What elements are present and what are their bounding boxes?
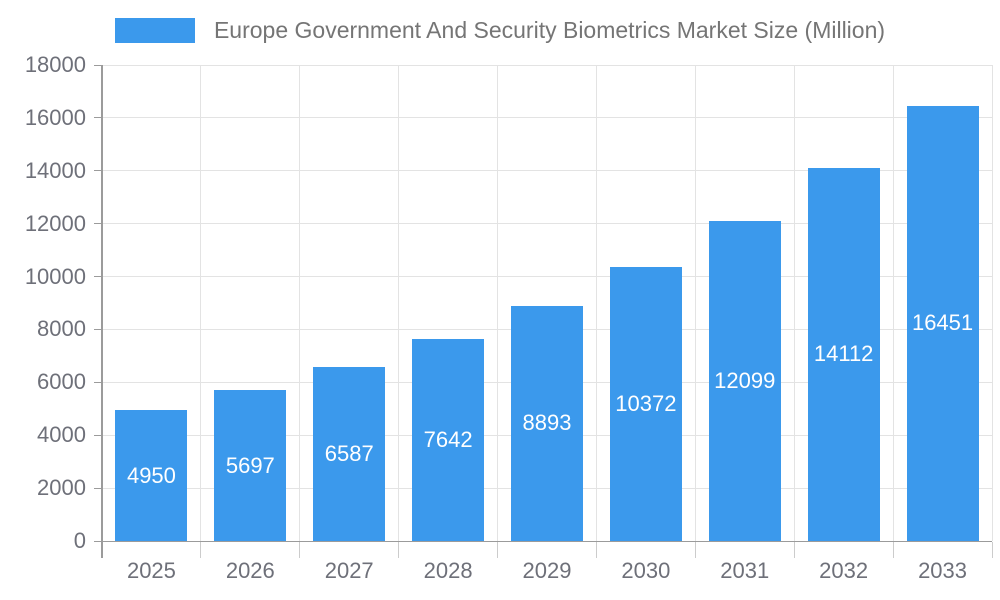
y-axis-tick (94, 434, 102, 436)
y-axis-tick (94, 487, 102, 489)
v-gridline (497, 65, 499, 541)
y-axis-tick (94, 64, 102, 66)
bar-value-label: 6587 (324, 440, 374, 466)
y-axis-tick (94, 170, 102, 172)
y-axis-tick (94, 276, 102, 278)
x-axis-tick (892, 542, 894, 558)
bar[interactable]: 5697 (214, 390, 287, 541)
bar[interactable]: 14112 (807, 167, 880, 541)
bar[interactable]: 16451 (906, 105, 979, 541)
bar[interactable]: 6587 (313, 366, 386, 541)
y-tick-label: 8000 (37, 316, 86, 342)
v-gridline (991, 65, 993, 541)
x-axis-tick (398, 542, 400, 558)
bar-value-label: 10372 (615, 390, 677, 416)
h-gridline (102, 223, 992, 225)
x-axis-tick (497, 542, 499, 558)
x-axis-tick (694, 542, 696, 558)
x-tick-label: 2029 (522, 558, 572, 583)
v-gridline (200, 65, 202, 541)
y-tick-label: 0 (73, 528, 86, 553)
v-gridline (398, 65, 400, 541)
x-axis-line (94, 540, 992, 542)
bar-value-label: 16451 (911, 310, 974, 336)
y-tick-label: 2000 (37, 475, 86, 501)
h-gridline (102, 276, 992, 278)
bar-value-label: 14112 (813, 341, 874, 367)
bar[interactable]: 8893 (511, 305, 583, 541)
v-gridline (299, 65, 301, 541)
bar-value-label: 8893 (522, 410, 572, 436)
x-tick-label: 2030 (621, 558, 671, 583)
x-axis-tick (793, 542, 795, 558)
bar-value-label: 5697 (225, 452, 275, 478)
x-axis-tick (200, 542, 202, 558)
x-tick-label: 2026 (225, 558, 275, 583)
y-axis-line (101, 65, 103, 558)
bar[interactable]: 12099 (708, 221, 781, 541)
x-tick-label: 2025 (126, 558, 176, 583)
y-tick-label: 16000 (24, 104, 86, 130)
bar-value-label: 12099 (714, 368, 776, 394)
h-gridline (102, 170, 992, 172)
y-axis-tick (94, 223, 102, 225)
bar[interactable]: 10372 (609, 266, 682, 541)
legend[interactable]: Europe Government And Security Biometric… (0, 16, 1000, 44)
chart-title: Europe Government And Security Biometric… (213, 17, 886, 43)
x-axis-tick (991, 542, 993, 558)
y-tick-label: 14000 (24, 157, 86, 183)
y-tick-label: 4000 (37, 422, 86, 448)
bar[interactable]: 4950 (115, 410, 188, 541)
y-tick-label: 10000 (24, 263, 86, 289)
x-tick-label: 2031 (720, 558, 770, 583)
v-gridline (793, 65, 795, 541)
v-gridline (595, 65, 597, 541)
h-gridline (102, 64, 992, 66)
v-gridline (694, 65, 696, 541)
y-axis-tick (94, 328, 102, 330)
bar-value-label: 7642 (423, 426, 473, 452)
x-tick-label: 2028 (423, 558, 473, 583)
x-axis-tick (299, 542, 301, 558)
x-axis-tick (595, 542, 597, 558)
y-tick-label: 6000 (37, 369, 86, 395)
x-tick-label: 2033 (918, 558, 968, 583)
y-tick-label: 18000 (24, 52, 86, 77)
y-tick-label: 12000 (24, 210, 86, 236)
legend-swatch-icon (114, 17, 195, 43)
x-tick-label: 2027 (324, 558, 374, 583)
bar-value-label: 4950 (126, 462, 176, 488)
v-gridline (892, 65, 894, 541)
y-axis-tick (94, 381, 102, 383)
bar[interactable]: 7642 (412, 338, 485, 541)
h-gridline (102, 117, 992, 119)
x-tick-label: 2032 (819, 558, 869, 583)
y-axis-tick (94, 117, 102, 119)
